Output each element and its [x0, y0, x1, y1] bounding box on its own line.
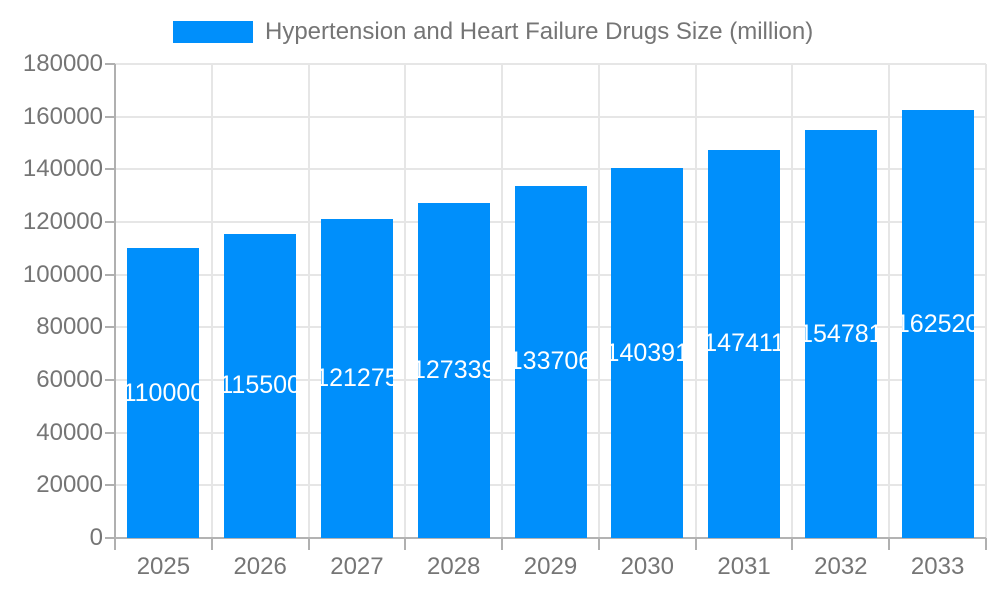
y-axis-label: 140000 [22, 155, 103, 183]
x-axis-tick [694, 538, 697, 550]
x-axis-tick [791, 538, 794, 550]
y-axis-tick [105, 221, 115, 223]
bar-value-label: 154781 [804, 319, 877, 348]
y-gridline [115, 63, 986, 65]
bar[interactable]: 140391 [611, 168, 684, 538]
y-axis-tick [105, 379, 115, 381]
bar[interactable]: 127339 [417, 202, 490, 538]
bar-value-label: 147411 [708, 329, 781, 358]
bar[interactable]: 121275 [320, 218, 393, 538]
x-axis-tick [985, 538, 987, 550]
legend-label: Hypertension and Heart Failure Drugs Siz… [265, 18, 814, 45]
y-axis-tick [105, 63, 115, 65]
x-axis-line [115, 537, 986, 539]
y-axis-tick [105, 484, 115, 487]
x-gridline [501, 64, 504, 538]
bar[interactable]: 110000 [127, 248, 200, 538]
y-axis-label: 0 [89, 524, 103, 551]
x-axis-tick [210, 538, 213, 550]
y-axis-label: 60000 [36, 366, 103, 393]
x-gridline [888, 64, 891, 538]
x-axis-label: 2027 [330, 553, 384, 580]
bar-value-label: 140391 [611, 338, 684, 367]
bar-value-label: 115500 [224, 371, 297, 400]
legend-swatch [173, 21, 253, 43]
bar-value-label: 110000 [127, 378, 200, 407]
x-axis-tick [501, 538, 504, 550]
y-axis-tick [105, 326, 115, 329]
x-gridline [985, 64, 987, 538]
x-axis-tick [888, 538, 891, 550]
y-axis-label: 120000 [22, 208, 103, 235]
x-axis-label: 2033 [910, 553, 965, 580]
x-gridline [791, 64, 794, 538]
x-gridline [307, 64, 310, 538]
x-axis-tick [404, 538, 407, 550]
x-axis-tick [597, 538, 600, 550]
y-axis-tick [105, 115, 115, 118]
x-axis-label: 2030 [620, 553, 674, 580]
x-axis-label: 2028 [427, 553, 481, 580]
y-axis-label: 40000 [36, 418, 103, 446]
x-gridline [210, 64, 213, 538]
y-axis-label: 100000 [22, 260, 103, 288]
x-axis-label: 2025 [136, 553, 191, 580]
y-axis-label: 80000 [36, 313, 103, 341]
bar[interactable]: 154781 [804, 130, 877, 538]
y-axis-label: 20000 [36, 471, 103, 499]
y-gridline [115, 115, 986, 118]
bar-value-label: 133706 [514, 347, 587, 376]
y-axis-tick [105, 431, 115, 434]
x-axis-label: 2032 [814, 553, 868, 580]
bar-value-label: 127339 [417, 355, 490, 384]
bar[interactable]: 115500 [224, 233, 297, 538]
x-axis-label: 2026 [233, 553, 287, 580]
y-axis-label: 160000 [22, 102, 103, 130]
bar-value-label: 162520 [901, 309, 974, 338]
legend[interactable]: Hypertension and Heart Failure Drugs Siz… [173, 18, 813, 46]
y-axis-tick [105, 537, 115, 539]
bar[interactable]: 162520 [901, 110, 974, 538]
y-axis-tick [105, 168, 115, 171]
x-axis-label: 2031 [717, 553, 771, 580]
bar[interactable]: 147411 [708, 149, 781, 538]
x-gridline [597, 64, 600, 538]
y-axis-tick [105, 273, 115, 276]
y-axis-label: 180000 [22, 50, 103, 77]
bar-value-label: 121275 [320, 363, 393, 392]
x-gridline [694, 64, 697, 538]
y-axis-line [114, 64, 116, 550]
x-gridline [404, 64, 407, 538]
x-axis-label: 2029 [523, 553, 578, 580]
y-gridline [115, 168, 986, 171]
bar[interactable]: 133706 [514, 185, 587, 538]
x-axis-tick [307, 538, 310, 550]
